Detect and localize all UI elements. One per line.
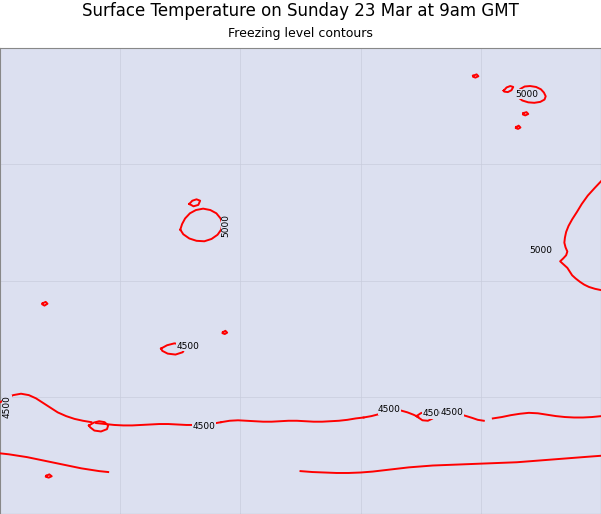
Text: 5000: 5000 <box>222 214 230 237</box>
Text: 4500: 4500 <box>177 342 200 351</box>
Text: 4500: 4500 <box>441 408 463 417</box>
Text: 4500: 4500 <box>423 409 445 418</box>
Text: 4500: 4500 <box>3 395 11 418</box>
Text: 5000: 5000 <box>515 90 538 99</box>
Text: 4500: 4500 <box>378 405 401 414</box>
Text: Surface Temperature on Sunday 23 Mar at 9am GMT: Surface Temperature on Sunday 23 Mar at … <box>82 2 519 21</box>
Text: 4500: 4500 <box>193 422 216 431</box>
Text: 5000: 5000 <box>529 246 552 255</box>
Text: Freezing level contours: Freezing level contours <box>228 27 373 41</box>
